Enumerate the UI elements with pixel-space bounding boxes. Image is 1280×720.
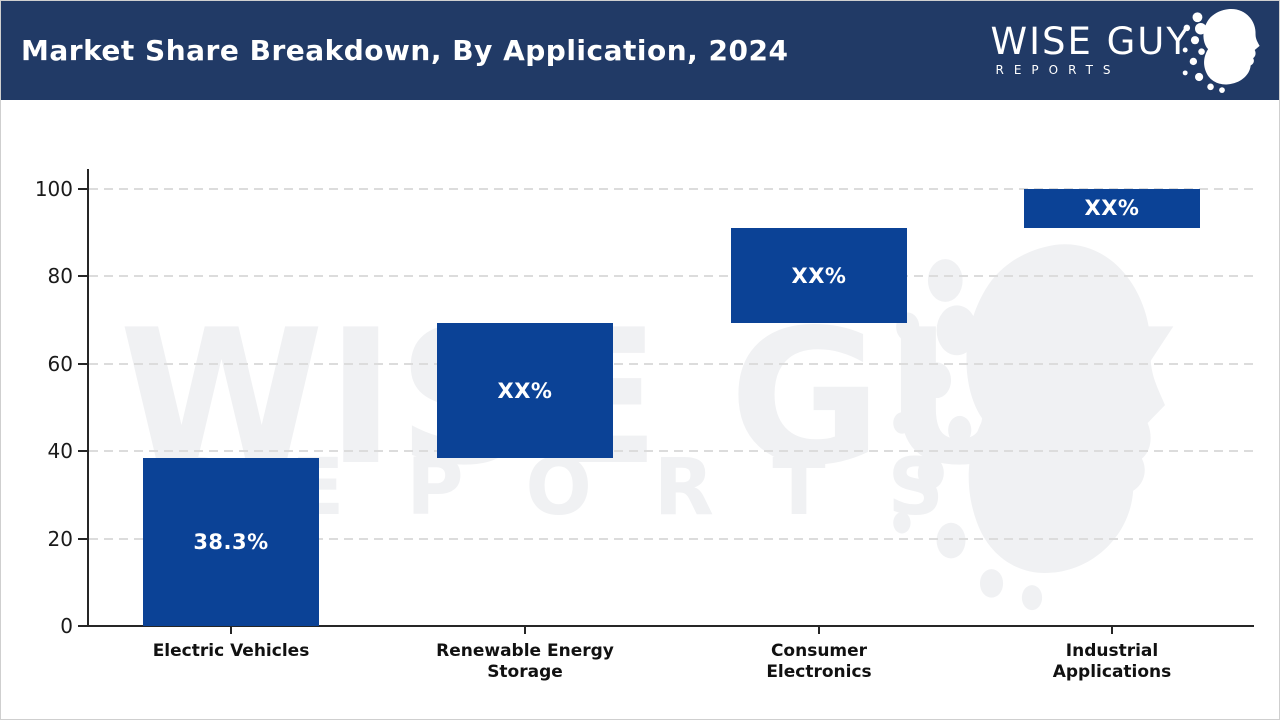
y-tick-mark	[78, 450, 88, 452]
x-tick-mark	[230, 627, 232, 634]
y-tick-mark	[78, 187, 88, 190]
y-tick-mark	[78, 625, 88, 627]
grid-line	[89, 537, 1254, 540]
y-tick-mark	[78, 362, 88, 365]
bar-value-label: XX%	[497, 378, 553, 403]
x-tick-mark	[1111, 627, 1113, 634]
x-tick-label: Electric Vehicles	[152, 641, 310, 661]
bar: 38.3%	[143, 458, 319, 626]
x-tick-mark	[524, 627, 526, 634]
bar: XX%	[437, 323, 613, 459]
bar: XX%	[1024, 188, 1200, 228]
grid-line	[89, 187, 1254, 190]
y-tick-label: 40	[47, 439, 73, 463]
x-tick-label: Industrial Applications	[1052, 641, 1172, 682]
y-tick-label: 0	[60, 614, 73, 638]
y-tick-mark	[78, 275, 88, 277]
bar: XX%	[731, 227, 907, 324]
wiseguy-logo: WISE GUY REPORTS	[991, 5, 1267, 95]
x-tick-mark	[818, 627, 820, 634]
page-title: Market Share Breakdown, By Application, …	[21, 34, 789, 67]
logo-reports-label: REPORTS	[995, 62, 1121, 77]
logo-wiseguy-label: WISE GUY	[990, 20, 1191, 64]
bar-value-label: 38.3%	[193, 530, 269, 555]
y-tick-label: 60	[47, 351, 73, 376]
wiseguy-logo-text: WISE GUY REPORTS	[990, 20, 1191, 77]
grid-line	[89, 275, 1254, 277]
x-axis-spine	[87, 625, 1254, 627]
watermark-dotted-head-icon	[893, 244, 1165, 611]
x-tick-label: Renewable Energy Storage	[436, 641, 614, 682]
y-tick-label: 80	[47, 264, 73, 288]
bar-value-label: XX%	[791, 263, 847, 288]
bar-value-label: XX%	[1084, 196, 1140, 221]
y-tick-label: 20	[47, 526, 73, 551]
header-bar: Market Share Breakdown, By Application, …	[1, 1, 1279, 100]
y-axis-spine	[87, 169, 89, 627]
y-tick-label: 100	[34, 176, 73, 201]
grid-line	[89, 362, 1254, 365]
wiseguy-logo-head-icon	[1182, 8, 1260, 93]
x-tick-label: Consumer Electronics	[766, 641, 872, 682]
y-tick-mark	[78, 537, 88, 540]
grid-line	[89, 450, 1254, 452]
